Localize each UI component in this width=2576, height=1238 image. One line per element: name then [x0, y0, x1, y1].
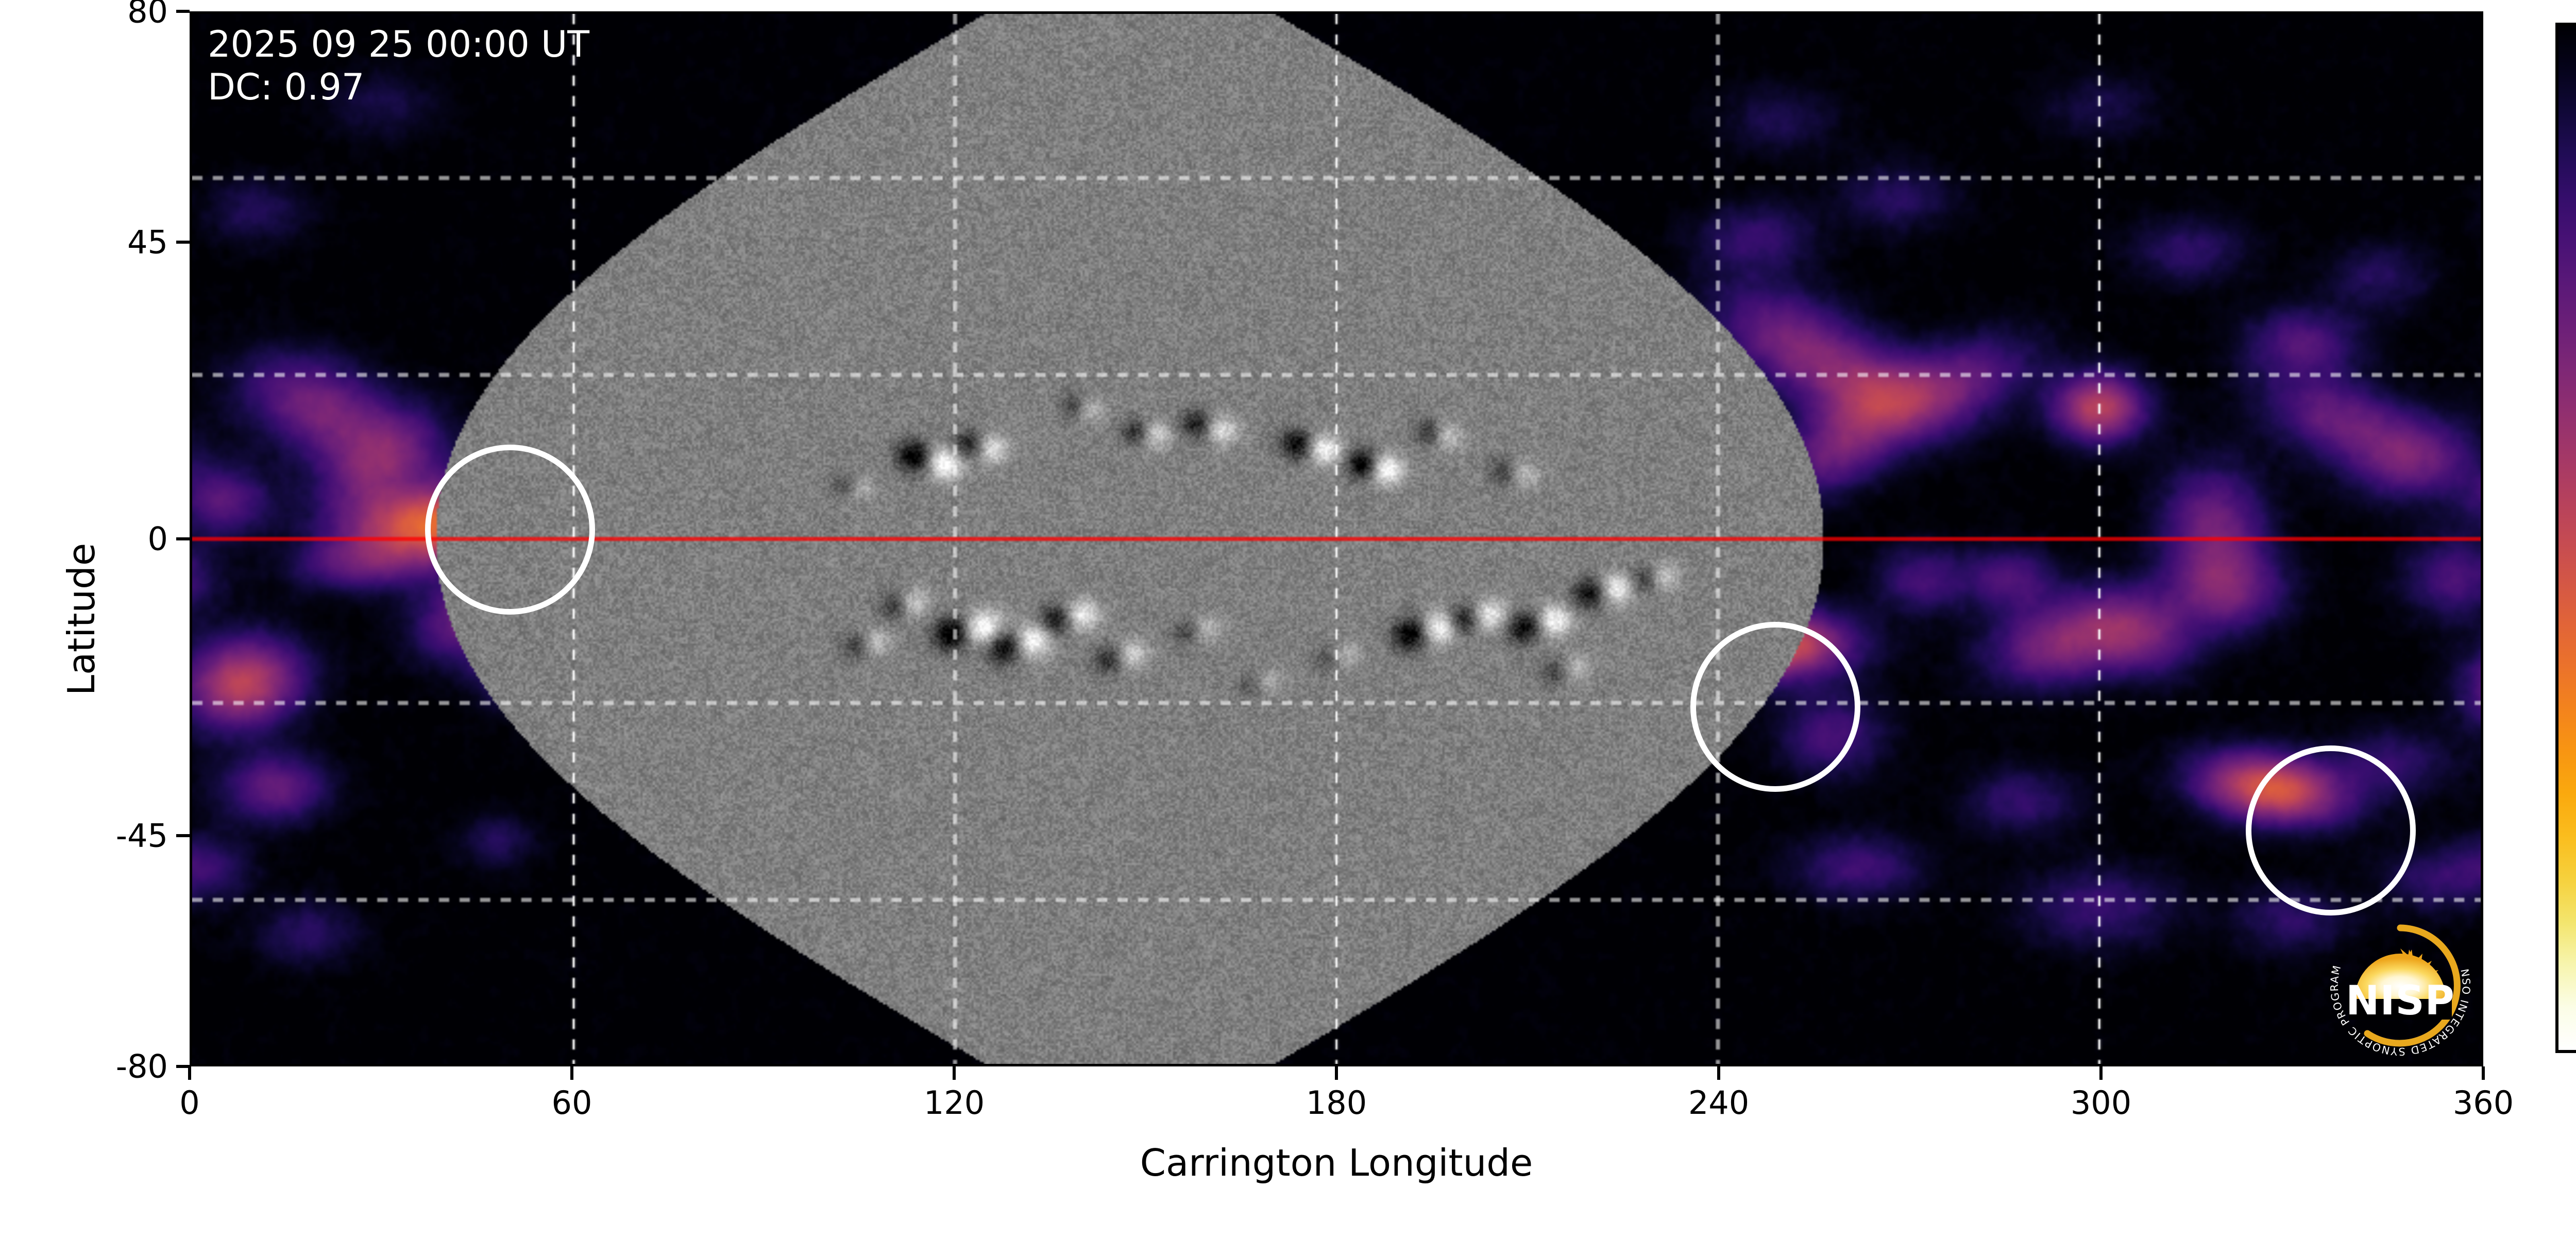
x-tick-label: 120 [923, 1084, 985, 1122]
x-tick-label: 240 [1688, 1084, 1750, 1122]
svg-text:NISP: NISP [2346, 978, 2455, 1024]
y-tick-mark [176, 834, 190, 837]
colorbar-phase-shift-box [2555, 23, 2576, 1053]
y-tick-label: 45 [127, 223, 168, 261]
y-tick-mark [176, 537, 190, 540]
x-tick-label: 180 [1306, 1084, 1367, 1122]
y-tick-mark [176, 241, 190, 244]
x-tick-label: 300 [2070, 1084, 2132, 1122]
x-axis-label: Carrington Longitude [1140, 1141, 1533, 1184]
y-tick-label: 80 [127, 0, 168, 30]
x-tick-label: 360 [2452, 1084, 2514, 1122]
y-tick-label: -80 [115, 1047, 168, 1086]
active-region-marker-left [425, 445, 595, 615]
x-tick-mark [188, 1066, 191, 1080]
colorbar-phase-shift-gradient [2558, 26, 2576, 1050]
x-tick-label: 0 [179, 1084, 200, 1122]
y-tick-mark [176, 10, 190, 13]
x-tick-mark [2099, 1066, 2103, 1080]
x-tick-mark [1717, 1066, 1720, 1080]
x-tick-mark [1335, 1066, 1338, 1080]
active-region-marker-center-right [1690, 622, 1860, 792]
x-tick-mark [953, 1066, 956, 1080]
synoptic-map-plot: 2025 09 25 00:00 UT DC: 0.97 [190, 11, 2483, 1066]
y-tick-label: 0 [147, 520, 168, 558]
nisp-logo: NISP NSO INTEGRATED SYNOPTIC PROGRAM [2323, 908, 2478, 1063]
x-tick-mark [2482, 1066, 2485, 1080]
active-region-marker-lower-right [2246, 745, 2416, 915]
x-tick-mark [570, 1066, 573, 1080]
y-tick-mark [176, 1065, 190, 1068]
x-tick-label: 60 [551, 1084, 592, 1122]
y-axis-label: Latitude [60, 542, 104, 696]
y-tick-label: -45 [115, 817, 168, 855]
timestamp-annotation: 2025 09 25 00:00 UT DC: 0.97 [208, 23, 590, 108]
